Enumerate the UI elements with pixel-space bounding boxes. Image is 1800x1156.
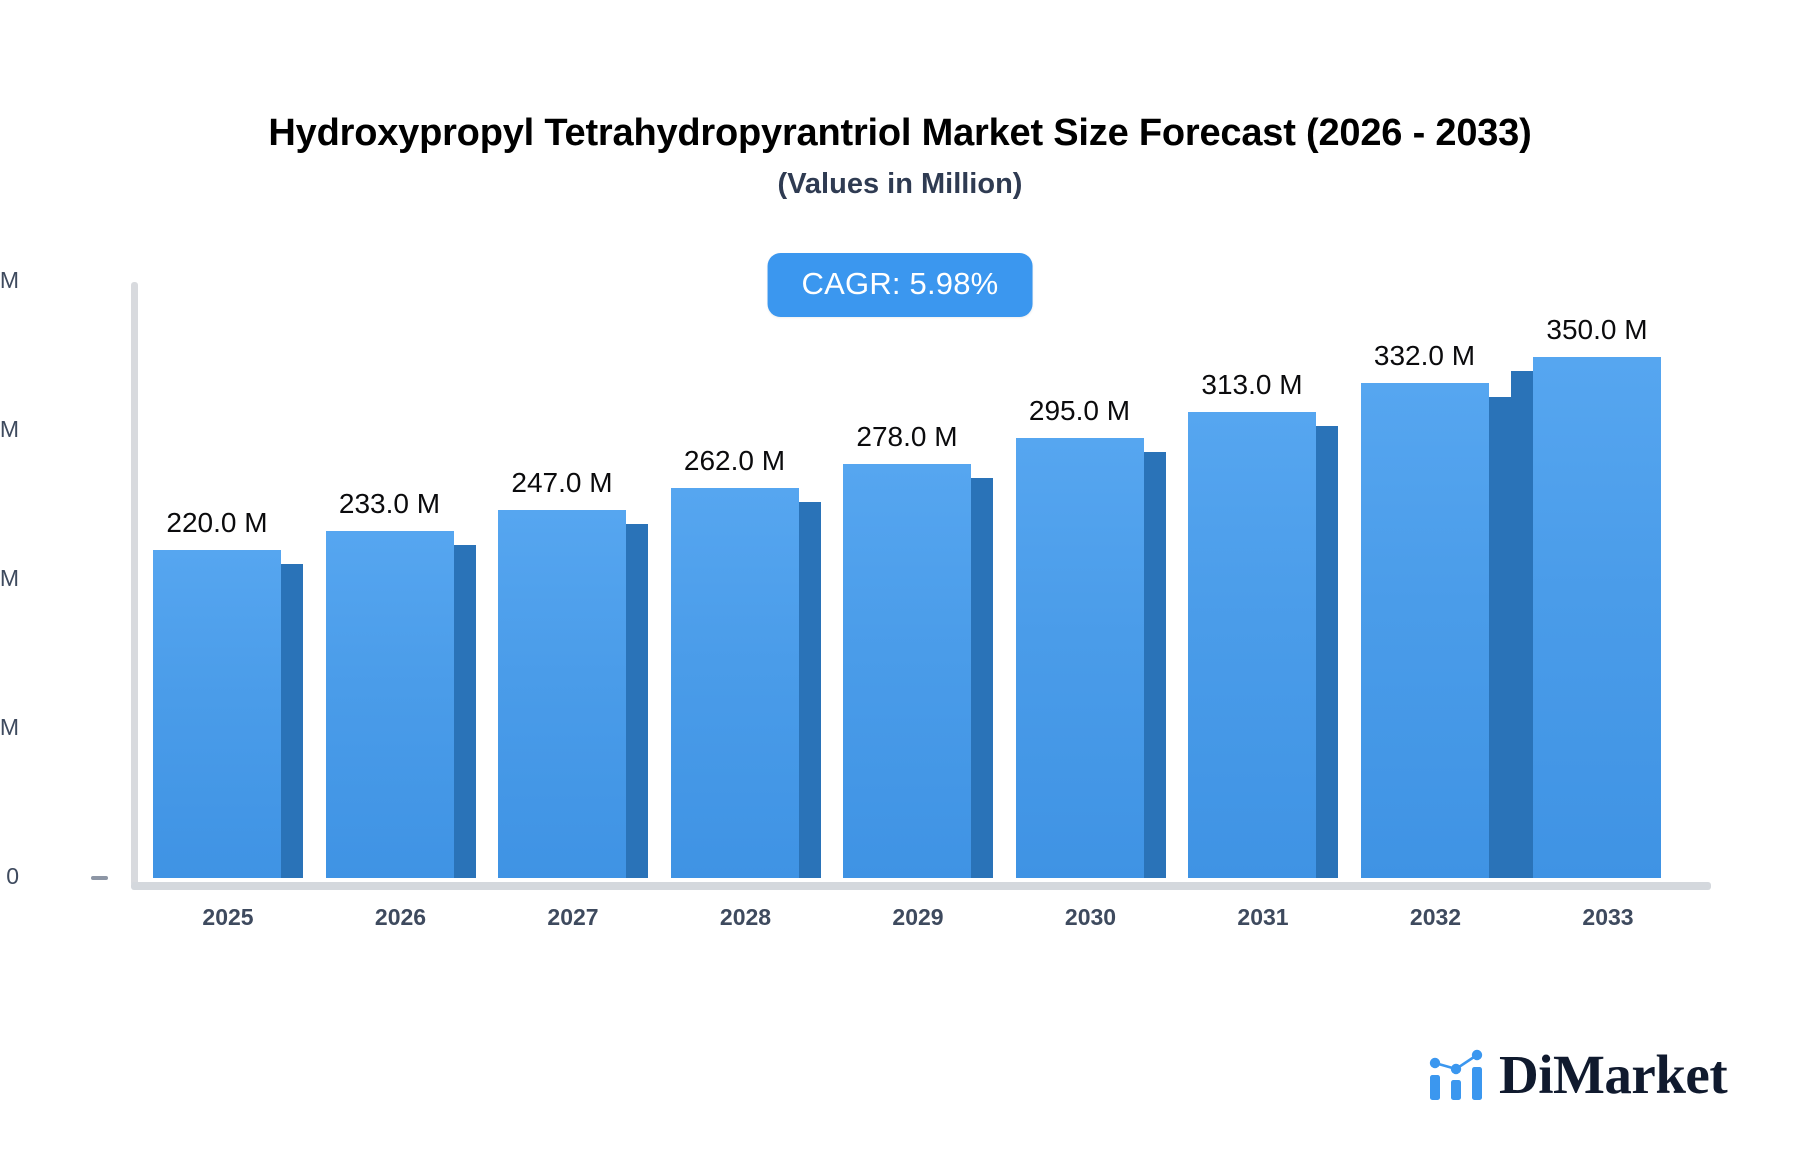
bar-value-label: 278.0 M	[856, 420, 958, 452]
bar-side-face	[971, 477, 993, 878]
x-axis-tick-label: 2033	[1582, 904, 1634, 930]
plot-area: 0 100.0M 200.0M 300.0M 400.0M 220.0 M 233.0 M…	[0, 267, 1711, 930]
y-axis-line	[131, 282, 138, 886]
bar[interactable]: 233.0 M	[325, 488, 476, 878]
bar-front-face: 332.0 M	[1360, 340, 1489, 878]
bar-value-label: 332.0 M	[1373, 340, 1476, 372]
bar-top-bevel	[971, 463, 993, 478]
bar-side-face	[281, 564, 303, 878]
y-axis-tick-label: 100.0M	[0, 714, 19, 740]
bar-side-face	[626, 523, 648, 878]
bar-front-face: 233.0 M	[325, 488, 454, 878]
bar-side-face	[1511, 370, 1533, 878]
y-axis-tick-label: 200.0M	[0, 565, 19, 591]
logo-text: DiMarket	[1499, 1044, 1728, 1105]
bar-value-label: 295.0 M	[1028, 395, 1131, 427]
x-axis-tick-label: 2028	[719, 904, 772, 930]
bar-top-bevel	[1511, 356, 1533, 371]
bar[interactable]: 350.0 M	[1511, 314, 1661, 878]
bar-value-label: 350.0 M	[1546, 313, 1648, 345]
bar-top-bevel	[1316, 411, 1338, 426]
bar[interactable]: 332.0 M	[1360, 340, 1511, 878]
bar-front-face: 295.0 M	[1015, 395, 1144, 878]
bar-side-face	[1488, 397, 1511, 878]
x-axis-tick-label: 2029	[892, 904, 944, 930]
bar-front-face: 262.0 M	[670, 445, 799, 878]
bar-side-face	[798, 501, 821, 878]
x-axis-tick-label: 2031	[1237, 904, 1289, 930]
x-axis-tick-label: 2030	[1064, 904, 1117, 930]
bar-top-bevel	[1143, 438, 1166, 453]
bar-top-bevel	[281, 550, 303, 565]
bar[interactable]: 278.0 M	[843, 421, 993, 878]
bar-value-label: 313.0 M	[1201, 368, 1303, 400]
bar-value-label: 247.0 M	[511, 466, 613, 498]
bar-front-face: 220.0 M	[153, 507, 281, 878]
chart-subtitle: (Values in Million)	[777, 168, 1023, 200]
bar-top-bevel	[626, 509, 648, 524]
y-axis-tick-mark	[91, 876, 108, 880]
x-axis-line	[131, 882, 1711, 890]
cagr-badge: CAGR: 5.98%	[767, 253, 1033, 317]
bar-value-label: 262.0 M	[683, 444, 786, 476]
bar[interactable]: 262.0 M	[670, 445, 821, 878]
y-axis-tick-label: 300.0M	[0, 416, 19, 442]
bar[interactable]: 295.0 M	[1015, 395, 1166, 878]
bar-front-face: 313.0 M	[1188, 369, 1316, 878]
bar-side-face	[1143, 452, 1166, 878]
bar[interactable]: 247.0 M	[498, 467, 648, 878]
x-axis-tick-label: 2026	[374, 904, 427, 930]
x-axis-tick-label: 2027	[547, 904, 599, 930]
bar-value-label: 233.0 M	[338, 487, 441, 519]
x-axis-tick-label: 2025	[202, 904, 254, 930]
bar-value-label: 220.0 M	[166, 507, 268, 539]
dimarket-logo: DiMarket	[1428, 1044, 1728, 1105]
bar-front-face: 247.0 M	[498, 467, 626, 878]
bar[interactable]: 220.0 M	[153, 507, 303, 878]
bar[interactable]: 313.0 M	[1188, 369, 1338, 878]
x-axis-tick-label: 2032	[1409, 904, 1462, 930]
bar-side-face	[453, 544, 476, 878]
bar-top-bevel	[1488, 383, 1511, 398]
bar-side-face	[1316, 425, 1338, 878]
chart-title: Hydroxypropyl Tetrahydropyrantriol Marke…	[268, 112, 1532, 154]
bar-top-bevel	[453, 530, 476, 545]
bar-top-bevel	[798, 487, 821, 502]
bar-front-face: 350.0 M	[1533, 314, 1661, 878]
bar-front-face: 278.0 M	[843, 421, 971, 878]
bar-chart-icon	[1429, 1049, 1483, 1100]
y-axis-tick-label: 0	[6, 863, 19, 889]
y-axis-tick-label: 400.0M	[0, 267, 19, 293]
